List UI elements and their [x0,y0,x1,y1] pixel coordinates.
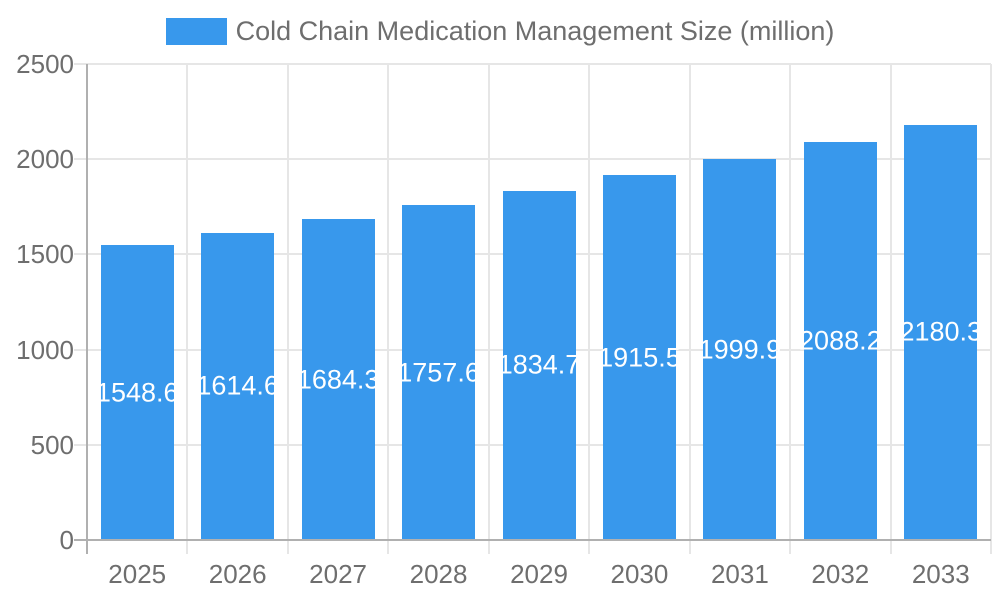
y-gridline [74,63,991,65]
bar: 2088.2 [799,142,882,540]
y-axis-line [86,64,88,554]
bar-value-label: 1684.3 [296,364,380,395]
bar-value-label: 1757.6 [397,357,480,388]
bar: 1915.5 [598,175,681,540]
chart-legend[interactable]: Cold Chain Medication Management Size (m… [0,16,1000,46]
bar-value-label: 1614.6 [196,370,279,401]
x-gridline [588,64,591,554]
y-axis-tick-label: 2000 [16,144,74,175]
bar-value-label: 1548.6 [95,377,179,408]
x-gridline [688,64,691,554]
x-axis-tick-label: 2026 [208,559,267,589]
bar-value-label: 1915.5 [598,342,681,373]
bar: 2180.3 [899,124,982,540]
x-axis-tick-label: 2028 [409,559,468,589]
y-axis-tick-label: 0 [59,525,74,555]
bar: 1548.6 [96,245,179,540]
x-axis-tick-label: 2031 [710,559,769,589]
bar-value-label: 1834.7 [497,349,581,380]
x-axis-tick-label: 2029 [510,559,568,589]
bar: 1834.7 [498,190,580,540]
bar: 1999.9 [699,159,781,540]
y-gridline [74,158,991,161]
x-gridline [487,64,490,554]
bar: 1684.3 [297,219,379,540]
x-gridline [889,64,892,554]
x-gridline [186,64,189,554]
legend-swatch-icon [165,17,227,45]
y-axis-tick-label: 1000 [16,334,74,365]
bar: 1757.6 [397,205,480,540]
x-gridline [789,64,792,554]
y-axis-tick-label: 1500 [16,239,74,270]
x-axis-tick-label: 2025 [108,559,167,589]
bar-value-label: 1999.9 [698,334,782,365]
x-axis-tick-label: 2033 [911,559,970,589]
x-axis-tick-label: 2032 [811,559,870,589]
x-axis-tick-label: 2030 [610,559,669,589]
x-gridline [387,64,390,554]
x-gridline [990,64,992,554]
bar-value-label: 2180.3 [899,316,983,347]
bar: 1614.6 [196,232,279,540]
bar-value-label: 2088.2 [799,325,882,356]
x-axis-baseline [74,539,991,541]
x-axis-tick-label: 2027 [309,559,368,589]
x-gridline [286,64,289,554]
legend-label: Cold Chain Medication Management Size (m… [235,16,835,46]
y-axis-tick-label: 500 [30,429,74,460]
y-axis-tick-label: 2500 [16,49,74,79]
